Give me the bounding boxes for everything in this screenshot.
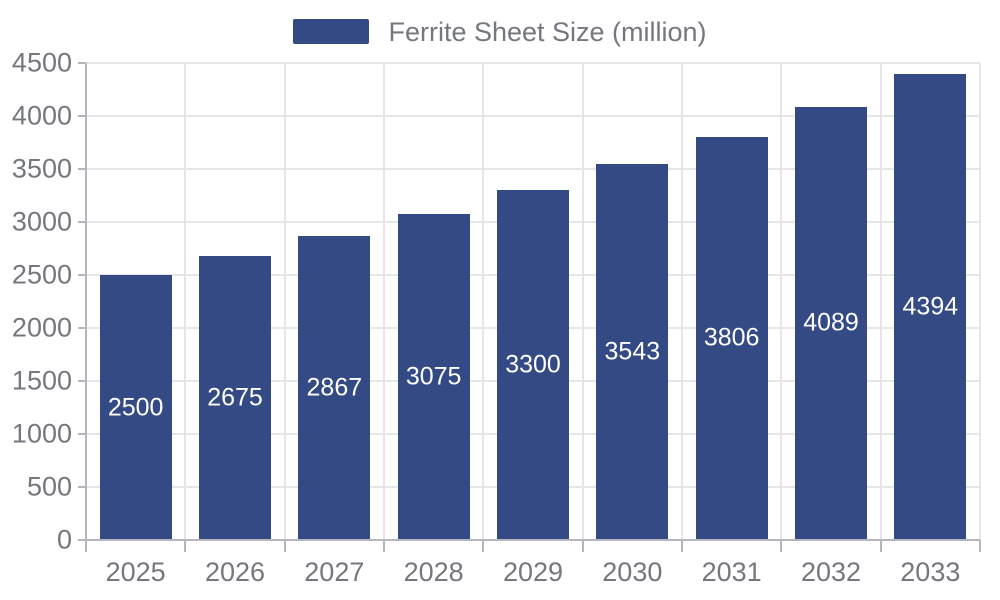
- legend-label: Ferrite Sheet Size (million): [388, 17, 707, 47]
- bar-2027[interactable]: 2867: [298, 236, 371, 540]
- gridline-vertical: [681, 63, 683, 540]
- x-axis-tick: [383, 540, 385, 552]
- y-axis-tick: [78, 168, 86, 170]
- bar-2033[interactable]: 4394: [894, 74, 967, 540]
- x-axis-tick-label: 2025: [105, 557, 166, 587]
- legend-item[interactable]: Ferrite Sheet Size (million): [0, 17, 1000, 46]
- bar-2030[interactable]: 3543: [596, 164, 669, 540]
- x-axis-tick: [85, 540, 87, 552]
- gridline-horizontal: [86, 115, 980, 117]
- gridline-vertical: [482, 63, 485, 540]
- x-axis-tick: [482, 540, 485, 552]
- bar-2028[interactable]: 3075: [397, 214, 470, 540]
- y-axis-tick-label: 0: [56, 524, 72, 555]
- x-axis-tick-label: 2028: [403, 557, 464, 587]
- gridline-vertical: [184, 63, 187, 540]
- y-axis-tick: [78, 327, 86, 329]
- y-axis-tick-label: 3500: [11, 153, 72, 184]
- y-axis-tick-label: 2000: [11, 312, 72, 343]
- y-axis-tick-label: 4000: [11, 100, 72, 131]
- bar-2026[interactable]: 2675: [199, 256, 271, 540]
- bar-value-label: 4089: [803, 308, 859, 337]
- y-axis-tick-label: 1500: [11, 365, 72, 396]
- legend-swatch: [293, 19, 370, 44]
- gridline-horizontal: [86, 62, 980, 64]
- x-axis-tick-label: 2030: [602, 557, 663, 587]
- bar-2031[interactable]: 3806: [695, 136, 768, 540]
- x-axis-tick: [879, 540, 882, 552]
- x-axis-tick: [184, 540, 187, 552]
- bar-value-label: 3075: [405, 362, 462, 391]
- x-axis-tick-label: 2027: [304, 557, 365, 587]
- x-axis-tick-label: 2029: [502, 557, 564, 587]
- x-axis-tick: [581, 540, 584, 552]
- bar-value-label: 2675: [207, 383, 263, 412]
- y-axis-tick-label: 1000: [11, 418, 72, 449]
- y-axis-tick: [78, 274, 86, 276]
- x-axis-tick: [780, 540, 783, 552]
- y-axis-tick-label: 2500: [11, 259, 72, 290]
- x-axis-tick-label: 2031: [701, 557, 762, 587]
- gridline-vertical: [581, 63, 584, 540]
- bar-value-label: 4394: [902, 292, 959, 321]
- y-axis-tick-label: 3000: [11, 206, 72, 237]
- gridline-vertical: [780, 63, 783, 540]
- x-axis-tick: [979, 540, 981, 552]
- x-axis-tick-label: 2033: [900, 557, 961, 587]
- gridline-vertical: [283, 63, 286, 540]
- bar-value-label: 3543: [604, 337, 661, 366]
- bar-value-label: 3806: [703, 323, 760, 352]
- y-axis-tick: [78, 221, 86, 223]
- y-axis-tick-label: 4500: [11, 47, 72, 78]
- x-axis-tick-label: 2032: [800, 557, 862, 587]
- y-axis-tick: [78, 115, 86, 117]
- x-axis-tick: [681, 540, 683, 552]
- y-axis-line: [85, 63, 87, 540]
- y-axis-tick: [78, 539, 86, 541]
- x-axis-tick-label: 2026: [204, 557, 266, 587]
- gridline-horizontal: [86, 168, 980, 170]
- x-axis-tick: [283, 540, 286, 552]
- gridline-vertical: [979, 63, 981, 540]
- bar-2032[interactable]: 4089: [795, 106, 867, 540]
- y-axis-tick: [78, 433, 86, 435]
- gridline-vertical: [383, 63, 385, 540]
- bar-2025[interactable]: 2500: [99, 275, 172, 540]
- gridline-vertical: [879, 63, 882, 540]
- bar-value-label: 3300: [505, 350, 561, 379]
- bar-2029[interactable]: 3300: [497, 190, 569, 540]
- y-axis-tick: [78, 62, 86, 64]
- bar-value-label: 2500: [107, 393, 164, 421]
- bar-value-label: 2867: [306, 373, 363, 402]
- x-axis-line: [86, 539, 980, 541]
- y-axis-tick-label: 500: [26, 471, 72, 502]
- y-axis-tick: [78, 486, 86, 488]
- y-axis-tick: [78, 380, 86, 382]
